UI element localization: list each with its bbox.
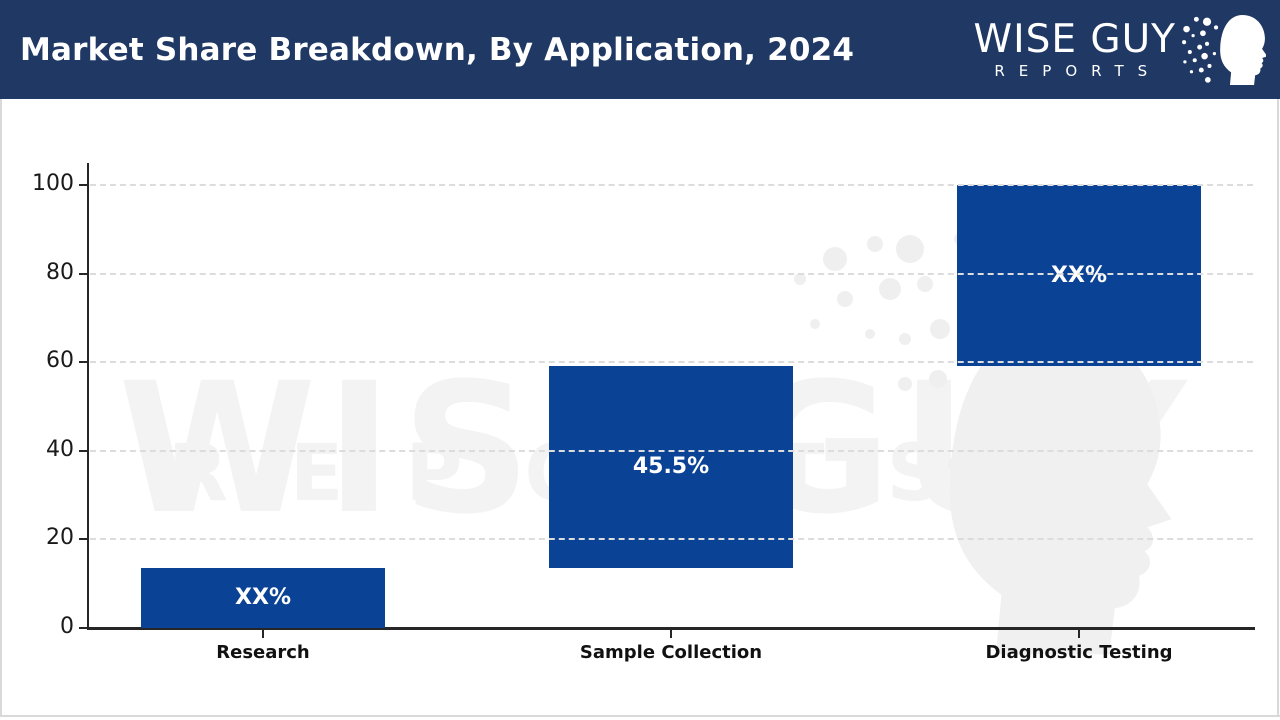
right-divider <box>1277 99 1279 717</box>
y-tick-label-20: 20 <box>46 525 74 551</box>
bar-2: 45.5% <box>549 366 793 568</box>
y-tick-label-0: 0 <box>60 614 74 639</box>
y-tick-mark-60 <box>79 361 88 364</box>
watermark-face-icon <box>794 233 1172 655</box>
y-tick-mark-0 <box>79 627 88 629</box>
category-label-2: Sample Collection <box>579 642 763 663</box>
bar-value-label-1: XX% <box>235 585 291 611</box>
category-label-3: Diagnostic Testing <box>985 642 1173 663</box>
y-tick-mark-100 <box>79 184 88 186</box>
wiseguy-logo: WISE GUY REPORTS <box>974 6 1266 94</box>
y-tick-mark-20 <box>79 538 88 541</box>
y-tick-label-80: 80 <box>46 259 74 285</box>
y-tick-label-100: 100 <box>32 171 74 196</box>
x-tick-mark-3 <box>1078 630 1080 638</box>
gridline-40 <box>90 449 1253 452</box>
x-tick-mark-1 <box>262 630 264 638</box>
bottom-divider <box>0 715 1280 717</box>
gridline-100 <box>90 184 1253 186</box>
bar-value-label-3: XX% <box>1051 263 1107 289</box>
category-label-1: Research <box>216 642 310 663</box>
y-tick-mark-80 <box>79 272 88 275</box>
y-tick-mark-40 <box>79 449 88 452</box>
bar-value-label-2: 45.5% <box>632 454 710 480</box>
bar-1: XX% <box>141 567 385 628</box>
x-axis-line <box>87 627 1255 630</box>
bar-3: XX% <box>957 185 1201 367</box>
left-divider <box>0 99 2 717</box>
y-tick-label-40: 40 <box>46 436 74 462</box>
y-tick-label-60: 60 <box>46 348 74 374</box>
logo-wordmark-line1: WISE GUY <box>973 16 1176 62</box>
logo-wordmark-line2: REPORTS <box>994 61 1162 80</box>
header-bar: Market Share Breakdown, By Application, … <box>0 0 1280 99</box>
gridline-20 <box>90 538 1253 541</box>
logo-wordmark: WISE GUY REPORTS <box>974 20 1176 80</box>
x-tick-mark-2 <box>670 630 672 638</box>
y-axis-line <box>87 163 89 629</box>
gridline-60 <box>90 361 1253 364</box>
page-title: Market Share Breakdown, By Application, … <box>20 31 855 68</box>
gridline-80 <box>90 272 1253 275</box>
logo-face-icon <box>1182 14 1266 85</box>
